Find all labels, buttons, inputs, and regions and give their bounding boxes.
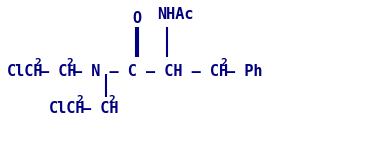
Text: 2: 2 xyxy=(76,95,83,105)
Text: 2: 2 xyxy=(220,58,227,68)
Text: ClCH: ClCH xyxy=(7,64,43,79)
Text: — Ph: — Ph xyxy=(226,64,262,79)
Text: NHAc: NHAc xyxy=(157,7,193,22)
Text: 2: 2 xyxy=(109,95,115,105)
Text: 2: 2 xyxy=(67,58,74,68)
Text: — CH: — CH xyxy=(82,101,119,116)
Text: — CH: — CH xyxy=(40,64,77,79)
Text: — N — C — CH — CH: — N — C — CH — CH xyxy=(73,64,228,79)
Text: ClCH: ClCH xyxy=(49,101,85,116)
Text: 2: 2 xyxy=(34,58,41,68)
Text: O: O xyxy=(132,11,141,26)
